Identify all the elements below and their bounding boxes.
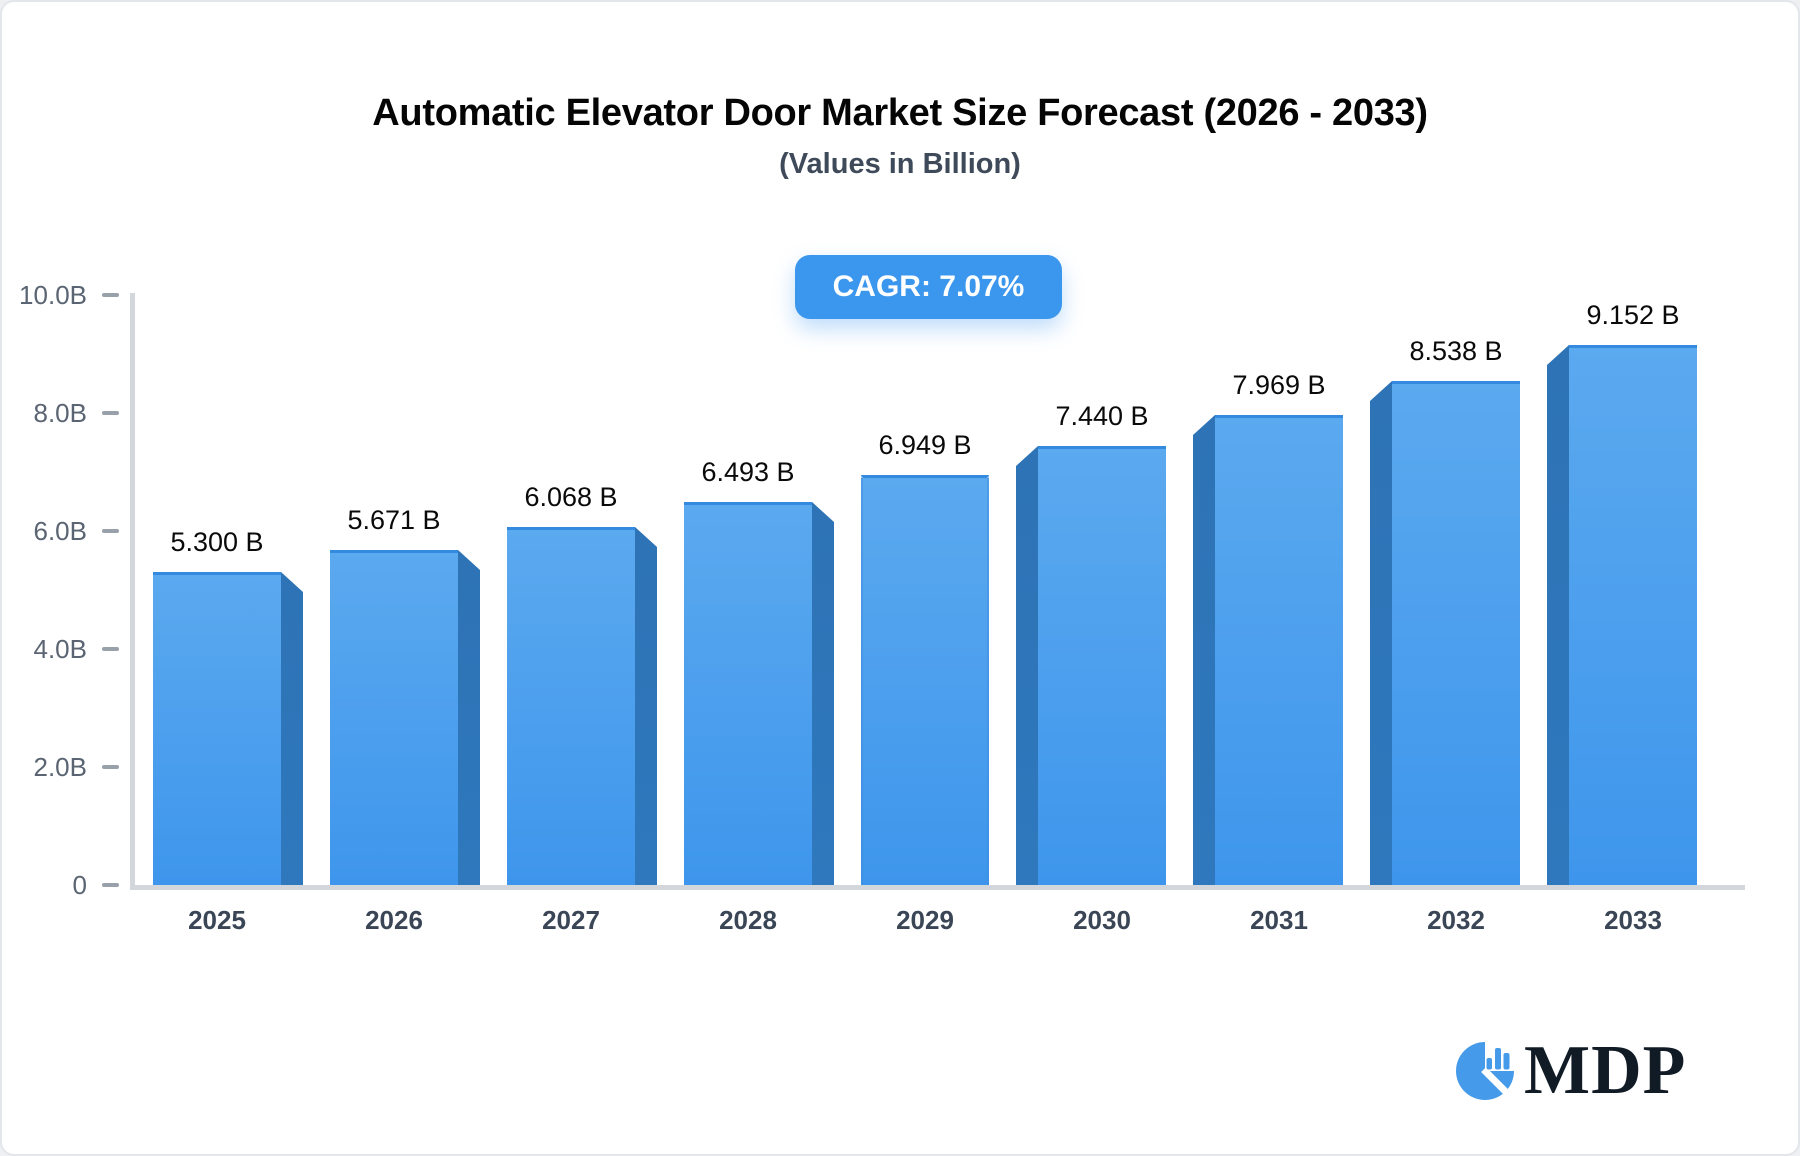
bar-side-face bbox=[1016, 446, 1038, 885]
bar-group-2028 bbox=[684, 502, 834, 885]
x-axis-category-label: 2027 bbox=[542, 905, 600, 935]
bar-group-2029 bbox=[861, 475, 989, 885]
brand-logo: MDP bbox=[1456, 1036, 1686, 1106]
x-axis-category-label: 2031 bbox=[1250, 905, 1308, 935]
y-axis-tick-label: 8.0B bbox=[33, 398, 88, 428]
bar-face bbox=[1392, 381, 1520, 885]
bar-face bbox=[330, 550, 458, 885]
bar-value-label: 7.969 B bbox=[1232, 370, 1326, 400]
x-axis-category-label: 2032 bbox=[1427, 905, 1485, 935]
y-axis-line bbox=[130, 293, 135, 887]
y-axis-tick-label: 0 bbox=[72, 870, 87, 900]
bar-value-label: 6.493 B bbox=[701, 457, 795, 487]
bar-face bbox=[684, 502, 812, 885]
y-axis-tick-mark bbox=[102, 883, 119, 887]
bar-group-2033 bbox=[1547, 345, 1697, 885]
y-axis-tick-mark bbox=[102, 765, 119, 769]
bar-face bbox=[153, 572, 281, 885]
bar-side-face bbox=[812, 502, 834, 885]
bar-face bbox=[507, 527, 635, 885]
bar-value-label: 5.671 B bbox=[347, 505, 441, 535]
bar-face bbox=[1038, 446, 1166, 885]
y-axis-tick-label: 2.0B bbox=[33, 752, 88, 782]
y-axis-tick-label: 4.0B bbox=[33, 634, 88, 664]
bar-face bbox=[1215, 415, 1343, 885]
x-axis-category-label: 2033 bbox=[1604, 905, 1662, 935]
bar-value-label: 8.538 B bbox=[1409, 336, 1503, 366]
bar-group-2027 bbox=[507, 527, 657, 885]
y-axis-tick-label: 6.0B bbox=[33, 516, 88, 546]
bar-value-label: 7.440 B bbox=[1055, 401, 1149, 431]
bar-side-face bbox=[1547, 345, 1569, 885]
bar-group-2025 bbox=[153, 572, 303, 885]
bar-side-face bbox=[1370, 381, 1392, 885]
x-axis-category-label: 2026 bbox=[365, 905, 423, 935]
bar-value-label: 9.152 B bbox=[1586, 300, 1680, 330]
bar-group-2032 bbox=[1370, 381, 1520, 885]
logo-text: MDP bbox=[1524, 1032, 1687, 1109]
y-axis-tick-mark bbox=[102, 411, 119, 415]
bar-value-label: 5.300 B bbox=[170, 527, 264, 557]
bar-side-face bbox=[1193, 415, 1215, 885]
x-axis-line bbox=[130, 885, 1745, 890]
bar-face bbox=[861, 475, 989, 885]
bar-value-label: 6.949 B bbox=[878, 430, 972, 460]
bar-value-label: 6.068 B bbox=[524, 482, 618, 512]
bar-side-face bbox=[281, 572, 303, 885]
bar-side-face bbox=[458, 550, 480, 885]
bar-group-2030 bbox=[1016, 446, 1166, 885]
x-axis-category-label: 2030 bbox=[1073, 905, 1131, 935]
bar-side-face bbox=[635, 527, 657, 885]
bar-group-2026 bbox=[330, 550, 480, 885]
y-axis-tick-mark bbox=[102, 647, 119, 651]
x-axis-category-label: 2025 bbox=[188, 905, 246, 935]
cagr-badge: CAGR: 7.07% bbox=[795, 255, 1062, 319]
bar-group-2031 bbox=[1193, 415, 1343, 885]
y-axis-tick-label: 10.0B bbox=[19, 280, 87, 310]
logo-pie-chart-icon bbox=[1456, 1042, 1514, 1100]
y-axis-tick-mark bbox=[102, 293, 119, 297]
page-subtitle: (Values in Billion) bbox=[779, 148, 1021, 180]
bar-face bbox=[1569, 345, 1697, 885]
x-axis-category-label: 2029 bbox=[896, 905, 954, 935]
y-axis-tick-mark bbox=[102, 529, 119, 533]
page-title: Automatic Elevator Door Market Size Fore… bbox=[372, 92, 1428, 134]
x-axis-category-label: 2028 bbox=[719, 905, 777, 935]
